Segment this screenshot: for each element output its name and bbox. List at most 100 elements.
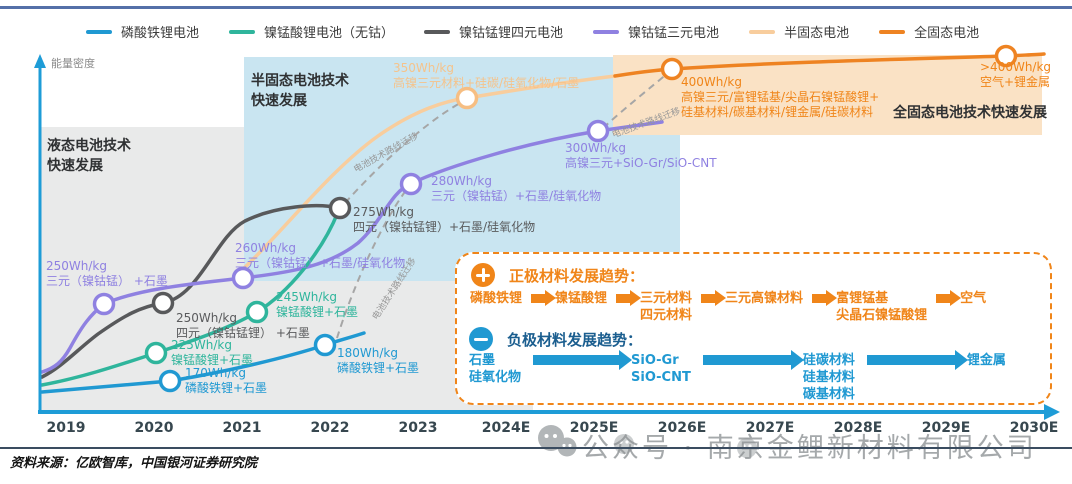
legend: 磷酸铁锂电池 镍锰酸锂电池（无钴） 镍钴锰锂四元电池 镍钴锰三元电池 半固态电池… xyxy=(86,22,979,41)
cathode-trend-header: 正极材料发展趋势： xyxy=(471,263,644,287)
series-curve-ncm xyxy=(40,120,664,374)
annotation-ncm-300: 300Wh/kg 高镍三元+SiO-Gr/SiO-CNT xyxy=(565,141,717,171)
annotation-semisolid-350: 350Wh/kg 高镍三元材料+硅碳/硅氧化物/石墨 xyxy=(393,61,579,91)
right-arrow-icon xyxy=(701,290,727,306)
legend-item-solid-state: 全固态电池 xyxy=(879,22,979,41)
annotation-value: 260Wh/kg xyxy=(235,241,296,255)
migration-line-ncm-to-solid xyxy=(602,72,669,129)
legend-label: 镍锰酸锂电池（无钴） xyxy=(264,26,395,41)
annotation-lfp-170: 170Wh/kg 磷酸铁锂+石墨 xyxy=(185,366,267,396)
legend-label: 全固态电池 xyxy=(914,26,980,41)
annotation-ncm-250: 250Wh/kg 三元（镍钴锰） +石墨 xyxy=(46,259,168,289)
series-curve-lnmo xyxy=(40,210,340,387)
y-axis-label: 能量密度 xyxy=(51,57,95,70)
marker-quaternary-250 xyxy=(151,291,175,315)
long-right-arrow-icon xyxy=(866,350,968,370)
long-right-arrow-icon xyxy=(533,350,633,370)
legend-item-lfp: 磷酸铁锂电池 xyxy=(86,22,199,41)
x-tick: 2025E xyxy=(569,420,619,436)
legend-swatch-solid-state xyxy=(879,29,906,34)
annotation-ncm-280: 280Wh/kg 三元（镍钴锰）+石墨/硅氧化物 xyxy=(431,174,601,204)
legend-item-ncm: 镍钴锰三元电池 xyxy=(593,22,719,41)
annotation-materials: 三元（镍钴锰）+石墨/硅氧化物 xyxy=(431,189,602,203)
region-title-semi-solid: 半固态电池技术 快速发展 xyxy=(251,71,349,111)
legend-swatch-ncm xyxy=(593,29,620,34)
step-line: 硅氧化物 xyxy=(469,370,522,385)
long-right-arrow-icon xyxy=(702,350,804,370)
right-arrow-icon xyxy=(531,290,557,306)
step-line: SiO-Gr xyxy=(631,353,679,368)
axes xyxy=(34,54,1060,420)
marker-lnmo-225 xyxy=(144,341,168,365)
region-title-semi-line1: 半固态电池技术 xyxy=(251,73,349,89)
cathode-step: 三元材料 四元材料 xyxy=(640,290,692,324)
marker-ncm-280 xyxy=(399,172,423,196)
cathode-step: 三元高镍材料 xyxy=(725,290,803,307)
anode-step: 锂金属 xyxy=(967,352,1006,369)
annotation-materials: 镍锰酸锂+石墨 xyxy=(171,353,254,367)
legend-swatch-lfp xyxy=(86,29,112,34)
cathode-step: 空气 xyxy=(960,290,986,307)
step-line: SiO-CNT xyxy=(631,370,691,385)
cathode-step: 磷酸铁锂 xyxy=(470,290,522,307)
anode-step: 石墨 硅氧化物 xyxy=(469,352,521,386)
cathode-trend-chain: 磷酸铁锂 镍锰酸锂 三元材料 四元材料 三元高镍材料 富锂锰基 尖晶石镍锰酸锂 … xyxy=(470,290,986,324)
anode-step: 硅碳材料 硅基材料 碳基材料 xyxy=(803,352,855,403)
wechat-icon xyxy=(612,432,640,462)
annotation-materials: 高镍三元+SiO-Gr/SiO-CNT xyxy=(565,156,717,170)
x-axis-arrowhead xyxy=(1044,404,1060,420)
wechat-icon xyxy=(535,423,581,465)
annotation-materials: 镍锰酸锂+石墨 xyxy=(276,305,359,319)
legend-item-lnmo: 镍锰酸锂电池（无钴） xyxy=(229,22,394,41)
annotation-value: 245Wh/kg xyxy=(276,290,337,304)
marker-ncm-250 xyxy=(92,292,116,316)
annotation-value: 180Wh/kg xyxy=(337,346,398,360)
annotation-materials: 高镍三元材料+硅碳/硅氧化物/石墨 xyxy=(393,76,580,90)
annotation-value: 275Wh/kg xyxy=(353,205,414,219)
legend-label: 镍钴锰锂四元电池 xyxy=(459,26,564,41)
annotation-value: 225Wh/kg xyxy=(171,338,232,352)
marker-lnmo-245 xyxy=(245,300,269,324)
legend-label: 磷酸铁锂电池 xyxy=(121,26,200,41)
series-curve-solid-state xyxy=(613,52,1046,78)
material-trend-box: 正极材料发展趋势： 磷酸铁锂 镍锰酸锂 三元材料 四元材料 三元高镍材料 富锂锰… xyxy=(455,252,1052,405)
step-line: 三元材料 xyxy=(640,291,693,306)
region-title-liquid: 液态电池技术 快速发展 xyxy=(47,136,131,176)
annotation-value: >400Wh/kg xyxy=(980,60,1052,74)
step-line: 石墨 xyxy=(469,353,496,368)
step-line: 磷酸铁锂 xyxy=(470,291,523,306)
annotation-value: 300Wh/kg xyxy=(565,141,626,155)
x-tick: 2024E xyxy=(481,420,531,436)
region-title-semi-line2: 快速发展 xyxy=(251,93,307,109)
minus-icon xyxy=(469,327,493,351)
x-tick: 2020 xyxy=(134,420,174,436)
annotation-materials: 高镍三元/富锂锰基/尖晶石镍锰酸锂+ xyxy=(681,90,880,104)
annotation-materials: 磷酸铁锂+石墨 xyxy=(185,381,268,395)
plus-icon xyxy=(471,263,495,287)
legend-label: 半固态电池 xyxy=(784,26,850,41)
anode-trend-chain: 石墨 硅氧化物 SiO-Gr SiO-CNT 硅碳材料 硅基材料 碳基材料 锂金… xyxy=(469,350,1006,403)
annotation-lfp-180: 180Wh/kg 磷酸铁锂+石墨 xyxy=(337,346,419,376)
step-line: 四元材料 xyxy=(640,308,693,323)
marker-solid-400 xyxy=(660,57,684,81)
x-tick: 2027E xyxy=(745,420,795,436)
marker-ncm-300 xyxy=(586,119,610,143)
x-tick: 2022 xyxy=(310,420,350,436)
x-tick: 2019 xyxy=(46,420,86,436)
annotation-quaternary-250: 250Wh/kg 四元（镍钴锰锂） +石墨 xyxy=(176,311,310,341)
migration-line-quaternary-to-semisolid xyxy=(344,101,463,204)
top-border xyxy=(0,6,1072,9)
step-line: 尖晶石镍锰酸锂 xyxy=(836,308,928,323)
source-note: 资料来源：亿欧智库，中国银河证券研究院 xyxy=(10,456,258,471)
region-title-liquid-line1: 液态电池技术 xyxy=(47,138,131,154)
step-line: 硅碳材料 xyxy=(802,353,855,368)
annotation-solid-400plus: >400Wh/kg 空气+锂金属 xyxy=(980,60,1051,90)
region-title-solid-line1: 全固态电池技术快速发展 xyxy=(893,105,1047,121)
anode-step: SiO-Gr SiO-CNT xyxy=(631,352,691,386)
right-arrow-icon xyxy=(812,290,838,306)
annotation-materials: 磷酸铁锂+石墨 xyxy=(337,361,420,375)
x-tick: 2030E xyxy=(1009,420,1059,436)
marker-solid-400plus xyxy=(994,44,1018,68)
step-line: 富锂锰基 xyxy=(836,291,889,306)
series-curve-lfp xyxy=(40,331,366,394)
